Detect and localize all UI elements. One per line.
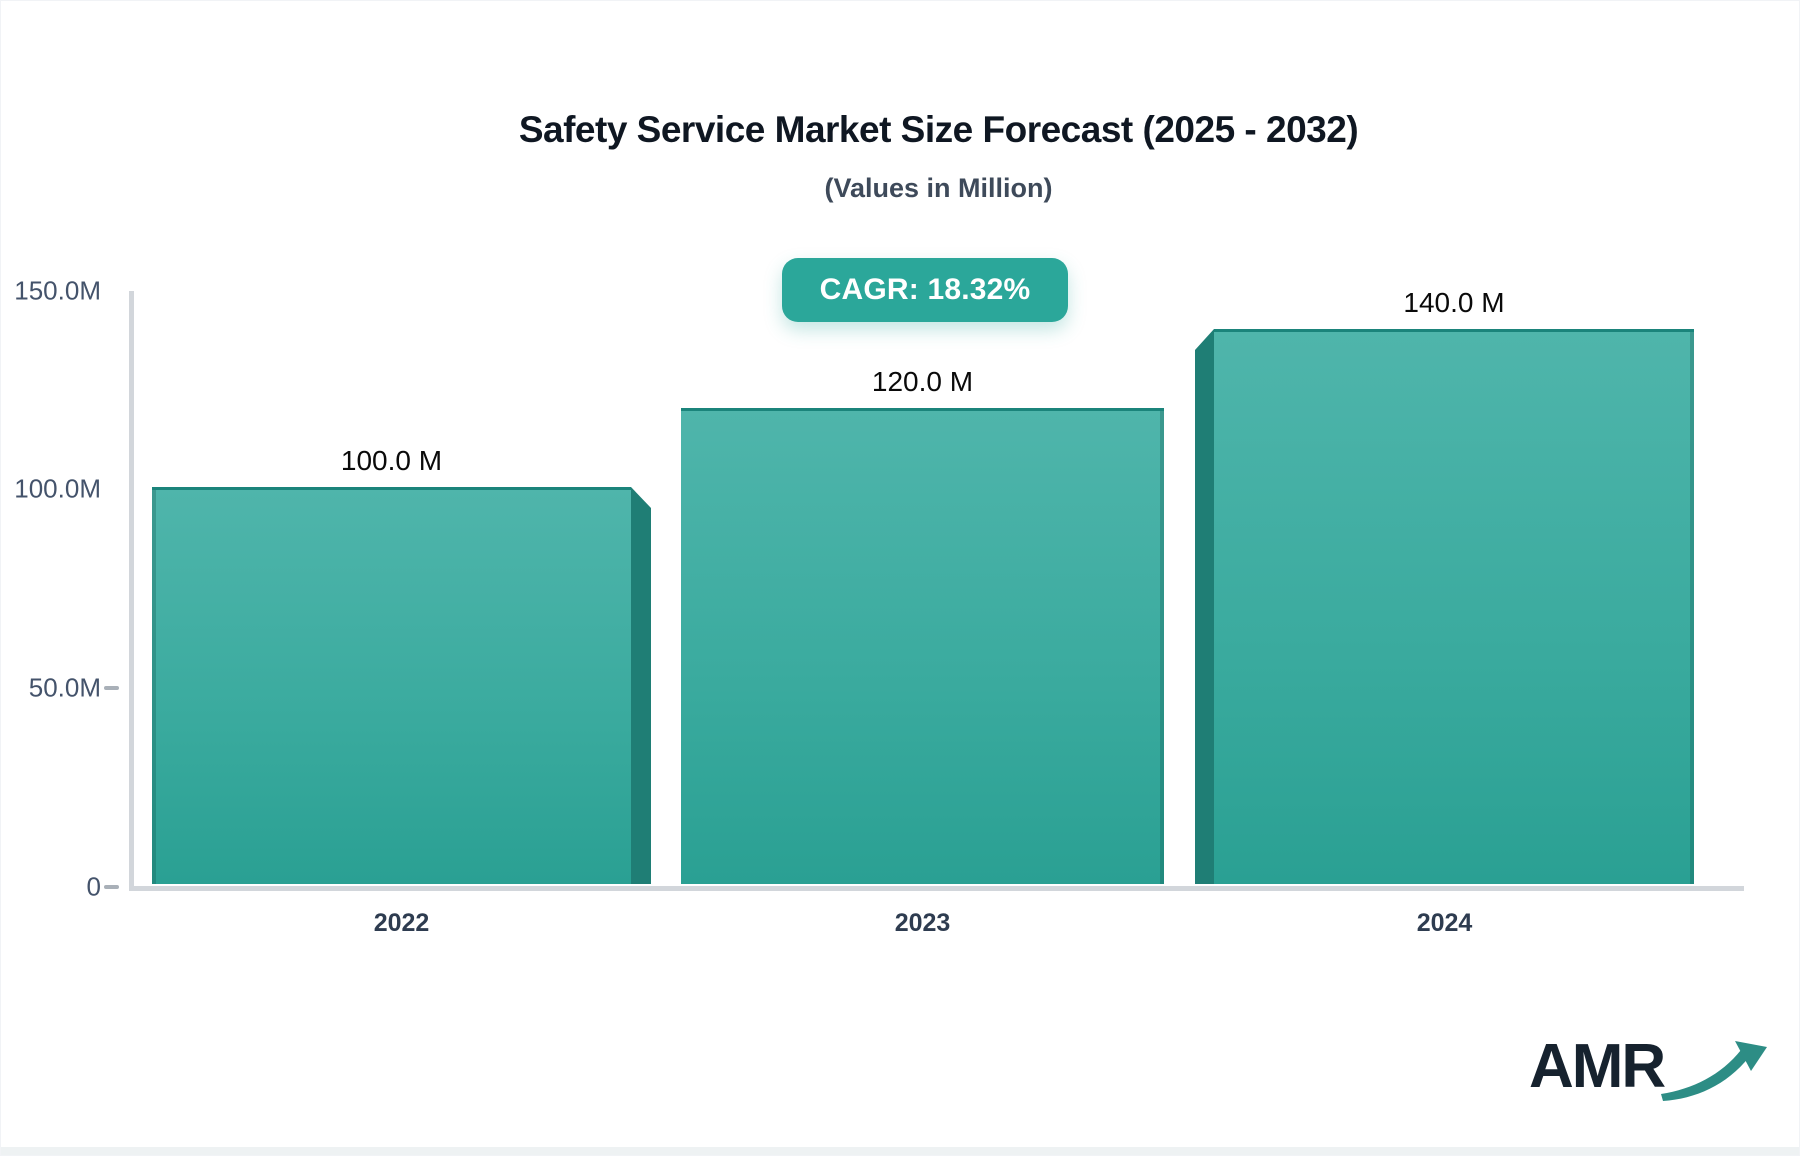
bar-bevel-2024 (1195, 329, 1214, 884)
ytick-label-100: 100.0M (14, 473, 101, 504)
amr-logo: AMR (1529, 1031, 1769, 1121)
xtick-label-2023: 2023 (894, 909, 951, 937)
chart-title: Safety Service Market Size Forecast (202… (518, 109, 1359, 150)
bar-body-2024 (1214, 329, 1694, 884)
chart-subtitle: (Values in Million) (824, 173, 1053, 203)
ytick-dash-50 (104, 686, 119, 690)
bar-bevel-2022 (631, 487, 651, 884)
xtick-label-2022: 2022 (373, 909, 430, 937)
bar-2024: 140.0 M (1195, 287, 1694, 884)
amr-logo-arrow-icon (1661, 1041, 1767, 1101)
ytick-label-0: 0 (86, 871, 101, 902)
amr-logo-text: AMR (1529, 1032, 1666, 1101)
bar-2023: 120.0 M (681, 366, 1164, 884)
bar-value-2024: 140.0 M (1403, 287, 1505, 318)
xtick-label-2024: 2024 (1416, 909, 1473, 937)
ytick-label-150: 150.0M (14, 275, 101, 306)
bar-value-2022: 100.0 M (340, 445, 443, 476)
cagr-badge: CAGR: 18.32% (782, 258, 1068, 322)
y-axis-line (129, 291, 134, 891)
x-axis-line (129, 886, 1744, 891)
bar-2022: 100.0 M (152, 445, 651, 884)
ytick-label-50: 50.0M (28, 672, 101, 703)
bottom-strip (1, 1147, 1799, 1155)
bar-body-2022 (152, 487, 631, 884)
bar-body-2023 (681, 408, 1164, 884)
ytick-dash-0 (104, 885, 119, 889)
bar-value-2023: 120.0 M (871, 366, 974, 397)
